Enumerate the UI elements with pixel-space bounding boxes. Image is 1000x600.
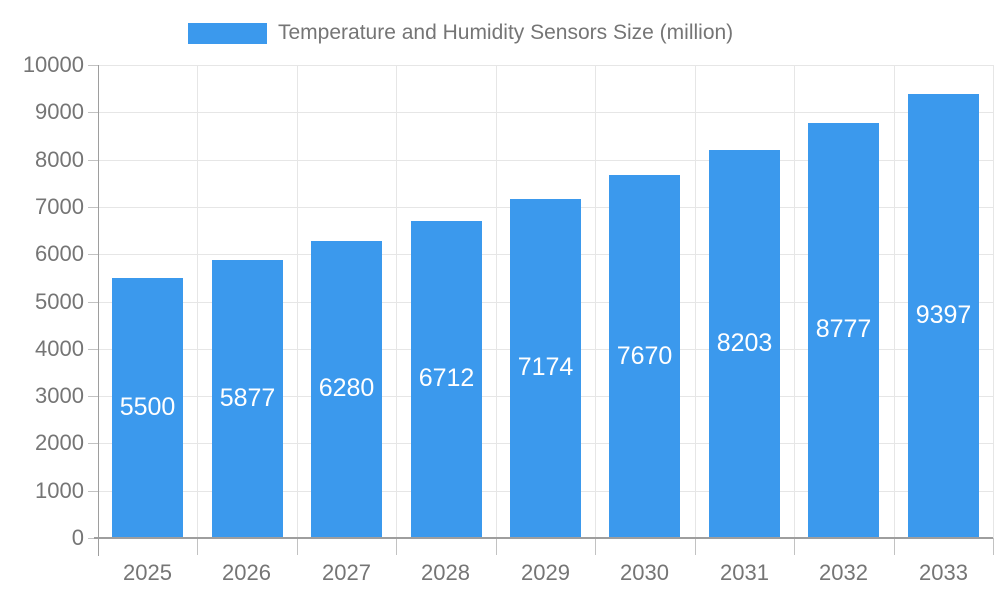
bar bbox=[609, 175, 680, 538]
bar-value-label: 8203 bbox=[716, 329, 773, 357]
x-tick bbox=[993, 538, 994, 555]
bar-value-label: 6280 bbox=[318, 374, 375, 402]
bar-value-label: 8777 bbox=[815, 315, 872, 343]
y-axis-line bbox=[98, 65, 99, 556]
bar bbox=[510, 199, 581, 538]
y-tick-label: 2000 bbox=[35, 430, 84, 455]
x-tick bbox=[396, 538, 397, 555]
bar-value-label: 5877 bbox=[219, 384, 276, 412]
x-tick bbox=[695, 538, 696, 555]
bar bbox=[112, 278, 183, 538]
y-tick-label: 3000 bbox=[35, 383, 84, 408]
x-tick-label: 2026 bbox=[222, 560, 271, 585]
x-tick-label: 2032 bbox=[819, 560, 868, 585]
x-tick bbox=[496, 538, 497, 555]
bar bbox=[709, 150, 780, 538]
x-gridline bbox=[396, 65, 397, 538]
x-tick-label: 2033 bbox=[919, 560, 968, 585]
y-tick-label: 10000 bbox=[22, 52, 84, 77]
x-gridline bbox=[595, 65, 596, 538]
y-tick-label: 4000 bbox=[35, 336, 84, 361]
chart-legend: Temperature and Humidity Sensors Size (m… bbox=[188, 21, 733, 45]
bar-value-label: 9397 bbox=[915, 301, 972, 329]
x-tick bbox=[595, 538, 596, 555]
x-tick-label: 2027 bbox=[322, 560, 371, 585]
x-gridline bbox=[297, 65, 298, 538]
bar bbox=[908, 94, 979, 538]
bar bbox=[808, 123, 879, 538]
bar bbox=[311, 241, 382, 538]
y-tick bbox=[88, 443, 98, 444]
y-tick-label: 7000 bbox=[35, 194, 84, 219]
y-tick bbox=[88, 65, 98, 66]
x-tick bbox=[794, 538, 795, 555]
x-tick-label: 2031 bbox=[720, 560, 769, 585]
y-tick-label: 1000 bbox=[35, 478, 84, 503]
x-gridline bbox=[894, 65, 895, 538]
x-gridline bbox=[197, 65, 198, 538]
x-gridline bbox=[695, 65, 696, 538]
bar-value-label: 7174 bbox=[517, 353, 574, 381]
y-tick-label: 8000 bbox=[35, 147, 84, 172]
y-tick bbox=[88, 112, 98, 113]
y-gridline bbox=[98, 112, 993, 113]
y-tick-label: 6000 bbox=[35, 241, 84, 266]
x-gridline bbox=[496, 65, 497, 538]
y-gridline bbox=[98, 65, 993, 66]
x-tick-label: 2029 bbox=[521, 560, 570, 585]
bar-value-label: 5500 bbox=[119, 393, 176, 421]
y-tick bbox=[88, 254, 98, 255]
x-tick bbox=[197, 538, 198, 555]
y-gridline bbox=[98, 160, 993, 161]
y-tick-label: 0 bbox=[71, 525, 84, 550]
y-tick bbox=[88, 349, 98, 350]
bar bbox=[411, 221, 482, 538]
x-tick bbox=[297, 538, 298, 555]
bar-value-label: 6712 bbox=[418, 364, 475, 392]
y-tick-label: 5000 bbox=[35, 289, 84, 314]
legend-label: Temperature and Humidity Sensors Size (m… bbox=[278, 21, 734, 44]
y-tick bbox=[88, 491, 98, 492]
y-tick bbox=[88, 538, 98, 539]
bar bbox=[212, 260, 283, 538]
y-tick bbox=[88, 207, 98, 208]
x-tick-label: 2028 bbox=[421, 560, 470, 585]
legend-swatch bbox=[188, 22, 267, 44]
x-tick-label: 2030 bbox=[620, 560, 669, 585]
x-axis-baseline bbox=[94, 537, 993, 539]
x-gridline bbox=[794, 65, 795, 538]
y-tick bbox=[88, 396, 98, 397]
y-tick bbox=[88, 302, 98, 303]
x-tick-label: 2025 bbox=[123, 560, 172, 585]
x-tick bbox=[894, 538, 895, 555]
y-tick bbox=[88, 160, 98, 161]
bar-value-label: 7670 bbox=[616, 342, 673, 370]
x-gridline bbox=[993, 65, 994, 538]
y-tick-label: 9000 bbox=[35, 99, 84, 124]
